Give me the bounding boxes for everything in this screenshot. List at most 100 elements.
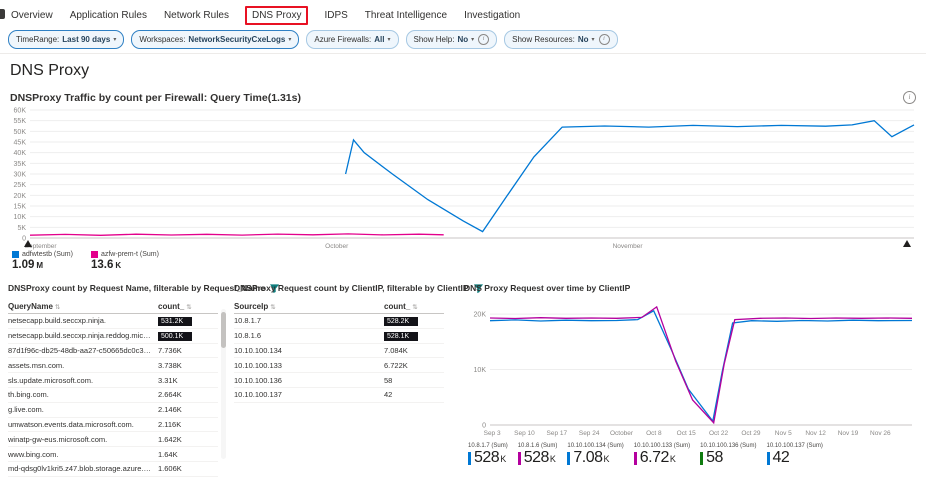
row-count: 2.146K: [158, 405, 182, 415]
table-row[interactable]: 87d1f96c-db25-48db-aa27-c50665dc0c31.ods…: [8, 344, 218, 359]
x-tick-label: Sep 17: [547, 430, 568, 437]
heatmap-badge: 528.1K: [384, 331, 418, 341]
row-name: winatp-gw-eus.microsoft.com.: [8, 434, 108, 444]
table-row[interactable]: 10.10.100.133 6.722K: [234, 358, 444, 374]
bignumber-tile-10-10-100-137-sum[interactable]: 10.10.100.137 (Sum) 42: [766, 443, 823, 466]
tile-color-bar: [700, 451, 704, 465]
row-count: 528.1K: [384, 331, 444, 341]
tab-application-rules[interactable]: Application Rules: [69, 10, 147, 21]
y-tick-label: 35K: [14, 161, 27, 168]
row-name: sls.update.microsoft.com.: [8, 375, 94, 385]
filter-label: Workspaces:: [139, 35, 186, 44]
tab-threat-intelligence[interactable]: Threat Intelligence: [364, 10, 448, 21]
filter-value: No: [457, 35, 469, 44]
tile-series-name: 10.10.100.134 (Sum): [567, 443, 624, 449]
row-count: 6.722K: [384, 360, 408, 370]
table-row[interactable]: 10.10.100.134 7.084K: [234, 344, 444, 359]
column-header-sourceip[interactable]: SourceIp ⇅: [234, 302, 276, 311]
row-name: 10.10.100.134: [234, 345, 282, 355]
filter-pill-show-help[interactable]: Show Help: No ▾ i: [405, 30, 498, 49]
bignumber-tile-10-8-1-6-sum[interactable]: 10.8.1.6 (Sum) 528K: [517, 443, 557, 466]
table-row[interactable]: th.bing.com. 2.664K: [8, 388, 218, 403]
row-count: 3.31K: [158, 375, 178, 385]
time-brush-handle-left[interactable]: [24, 240, 32, 247]
row-name: 87d1f96c-db25-48db-aa27-c50665dc0c31.ods…: [8, 345, 158, 355]
chart-info-icon[interactable]: i: [903, 91, 916, 104]
info-icon[interactable]: i: [598, 34, 610, 45]
table-row[interactable]: 10.8.1.7 528.2K: [234, 314, 444, 329]
sort-icon[interactable]: ⇅: [186, 304, 192, 311]
row-count: 58: [384, 375, 393, 385]
filter-label: Show Help:: [413, 35, 455, 44]
tile-color-bar: [567, 451, 571, 465]
tile-unit: K: [603, 454, 610, 464]
tab-investigation[interactable]: Investigation: [464, 10, 521, 21]
bignumber-tile-10-10-100-134-sum[interactable]: 10.10.100.134 (Sum) 7.08K: [567, 443, 624, 466]
legend-series-name: azfw-prem-t (Sum): [100, 251, 159, 258]
column-header-count[interactable]: count_ ⇅: [158, 302, 192, 311]
tile-series-name: 10.10.100.133 (Sum): [633, 443, 691, 449]
x-tick-label: Oct 29: [741, 430, 761, 437]
table-row[interactable]: umwatson.events.data.microsoft.com. 2.116…: [8, 418, 218, 433]
filter-icon[interactable]: [473, 283, 484, 294]
filter-icon[interactable]: [269, 283, 280, 294]
traffic-chart[interactable]: 60K 55K 50K 45K 40K 35K 30K 25K 20K 15K 10K 5K 0Sept…: [2, 104, 918, 256]
info-icon[interactable]: i: [478, 34, 490, 45]
tab-network-rules[interactable]: Network Rules: [163, 10, 229, 21]
table-row[interactable]: assets.msn.com. 3.738K: [8, 358, 218, 374]
scrollbar-thumb[interactable]: [221, 312, 226, 348]
tile-value: 42: [772, 449, 790, 466]
time-brush-handle-right[interactable]: [903, 240, 911, 247]
row-name: md-qdsg0lv1kri5.z47.blob.storage.azure.n…: [8, 464, 157, 474]
legend-item-adfwtestb-sum[interactable]: adfwtestb (Sum) 1.09 M: [12, 251, 73, 271]
tab-idps[interactable]: IDPS: [324, 10, 348, 21]
table-row[interactable]: 10.10.100.136 58: [234, 373, 444, 388]
table-row[interactable]: g.live.com. 2.146K: [8, 403, 218, 418]
table-row[interactable]: 10.8.1.6 528.1K: [234, 329, 444, 344]
table-row[interactable]: sls.update.microsoft.com. 3.31K: [8, 373, 218, 388]
request-name-panel-header: DNSProxy count by Request Name, filterab…: [8, 283, 280, 294]
column-header-count[interactable]: count_ ⇅: [384, 302, 418, 311]
bignumber-tile-10-8-1-7-sum[interactable]: 10.8.1.7 (Sum) 528K: [468, 443, 508, 466]
table-row[interactable]: md-qdsg0lv1kri5.z47.blob.storage.azure.n…: [8, 462, 218, 477]
sort-icon[interactable]: ⇅: [54, 304, 61, 311]
column-header-queryname[interactable]: QueryName ⇅: [8, 302, 61, 311]
x-tick-label: Nov 26: [870, 430, 891, 437]
filter-label: Azure Firewalls:: [314, 35, 372, 44]
y-tick-label: 55K: [14, 118, 27, 125]
workbook-tab-bar: Overview Application Rules Network Rules DN…: [10, 6, 521, 25]
tile-unit: K: [500, 454, 506, 464]
tile-unit: K: [549, 454, 556, 464]
clientip-panel-header: DNSProxy Request count by ClientIP, filt…: [234, 283, 483, 294]
table-row[interactable]: winatp-gw-eus.microsoft.com. 1.642K: [8, 432, 218, 448]
clientip-table: SourceIp ⇅ count_ ⇅ 10.8.1.7 528.2K 10.8.1.6 52…: [234, 300, 444, 403]
filter-pill-show-resources[interactable]: Show Resources: No ▾ i: [504, 30, 618, 49]
x-tick-label: Oct 8: [646, 430, 662, 437]
page-title: DNS Proxy: [10, 62, 90, 79]
tile-color-bar: [633, 451, 637, 465]
bignumber-tile-10-10-100-133-sum[interactable]: 10.10.100.133 (Sum) 6.72K: [633, 443, 691, 466]
tile-color-bar: [766, 451, 770, 465]
table-row[interactable]: netsecapp.build.seccxp.ninja.reddog.micr…: [8, 329, 218, 344]
sort-icon[interactable]: ⇅: [270, 304, 276, 311]
tab-overview[interactable]: Overview: [11, 10, 53, 21]
legend-unit: M: [36, 261, 44, 270]
sort-icon[interactable]: ⇅: [412, 304, 418, 311]
heatmap-badge: 528.2K: [384, 316, 418, 326]
row-name: www.bing.com.: [8, 449, 59, 459]
scrollbar-track[interactable]: [221, 309, 226, 459]
filter-pill-workspaces[interactable]: Workspaces: NetworkSecurityCxeLogs ▾: [131, 30, 300, 49]
filter-pill-azure-firewalls[interactable]: Azure Firewalls: All ▾: [306, 30, 399, 49]
row-name: 10.10.100.133: [234, 360, 282, 370]
table-row[interactable]: 10.10.100.137 42: [234, 388, 444, 403]
table-row[interactable]: www.bing.com. 1.64K: [8, 447, 218, 462]
filter-label: Show Resources:: [512, 35, 575, 44]
tab-dns-proxy[interactable]: DNS Proxy: [244, 6, 309, 25]
legend-item-azfw-prem-t-sum[interactable]: azfw-prem-t (Sum) 13.6 K: [90, 251, 159, 271]
filter-pill-timerange[interactable]: TimeRange: Last 90 days ▾: [8, 30, 125, 49]
chevron-down-icon: ▾: [591, 36, 595, 43]
table-row[interactable]: netsecapp.build.seccxp.ninja. 531.2K: [8, 314, 218, 329]
tile-value: 58: [706, 449, 723, 466]
bignumber-tile-10-10-100-136-sum[interactable]: 10.10.100.136 (Sum) 58: [700, 443, 757, 466]
